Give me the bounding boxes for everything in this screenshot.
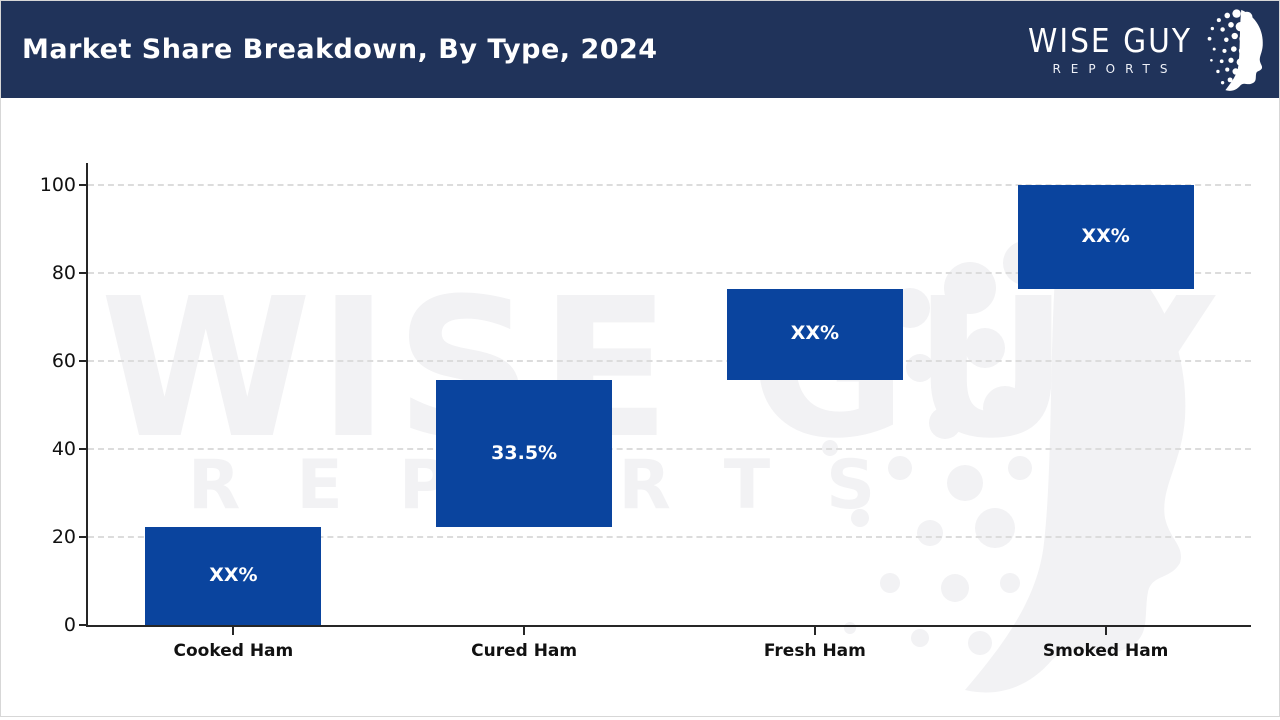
x-tickmark-1 [523,627,526,635]
watermark-brand-text: WISE GUY [100,258,1221,481]
x-tickmark-3 [1104,627,1107,635]
brand-name: WISE GUY [1027,21,1192,61]
bar-value-label: XX% [209,564,258,587]
y-tickmark-40 [79,448,87,450]
bar-cooked-ham [145,527,322,625]
y-tick-label: 80 [51,262,76,284]
y-tick-label: 100 [39,174,76,196]
y-tick-label: 20 [51,526,76,548]
y-tickmark-80 [79,272,87,274]
bar-smoked-ham [1017,185,1194,289]
brand-logo: WISE GUY REPORTS [1004,8,1266,92]
chart-title: Market Share Breakdown, By Type, 2024 [22,33,658,65]
y-tick-label: 60 [51,350,76,372]
x-tickmark-0 [232,627,235,635]
bar-value-label: XX% [1081,224,1130,247]
y-tick-label: 40 [51,438,76,460]
bar-cured-ham [436,379,613,528]
y-tickmark-60 [79,360,87,362]
dotted-head-icon [1207,9,1263,91]
y-axis-spine [86,163,88,627]
bar-value-label: 33.5% [491,441,558,464]
y-tickmark-0 [79,624,87,626]
y-tick-label: 0 [63,614,76,636]
header-bar: Market Share Breakdown, By Type, 2024 WI… [0,0,1280,98]
x-tickmark-2 [813,627,816,635]
x-tick-label: Smoked Ham [1042,641,1169,661]
y-tickmark-20 [79,536,87,538]
gridline-20 [88,536,1251,538]
brand-subtitle: REPORTS [1052,61,1178,76]
gridline-60 [88,360,1251,362]
bar-value-label: XX% [790,322,840,345]
brand-logo-text: WISE GUY REPORTS [1028,24,1192,76]
gridline-80 [88,272,1251,274]
x-tick-label: Fresh Ham [763,641,866,661]
y-tickmark-100 [79,184,87,186]
x-axis-spine [86,625,1251,627]
bar-fresh-ham [726,288,903,380]
x-tick-label: Cured Ham [471,641,578,661]
gridline-40 [88,448,1251,450]
x-tick-label: Cooked Ham [173,641,294,661]
gridline-100 [88,184,1251,186]
